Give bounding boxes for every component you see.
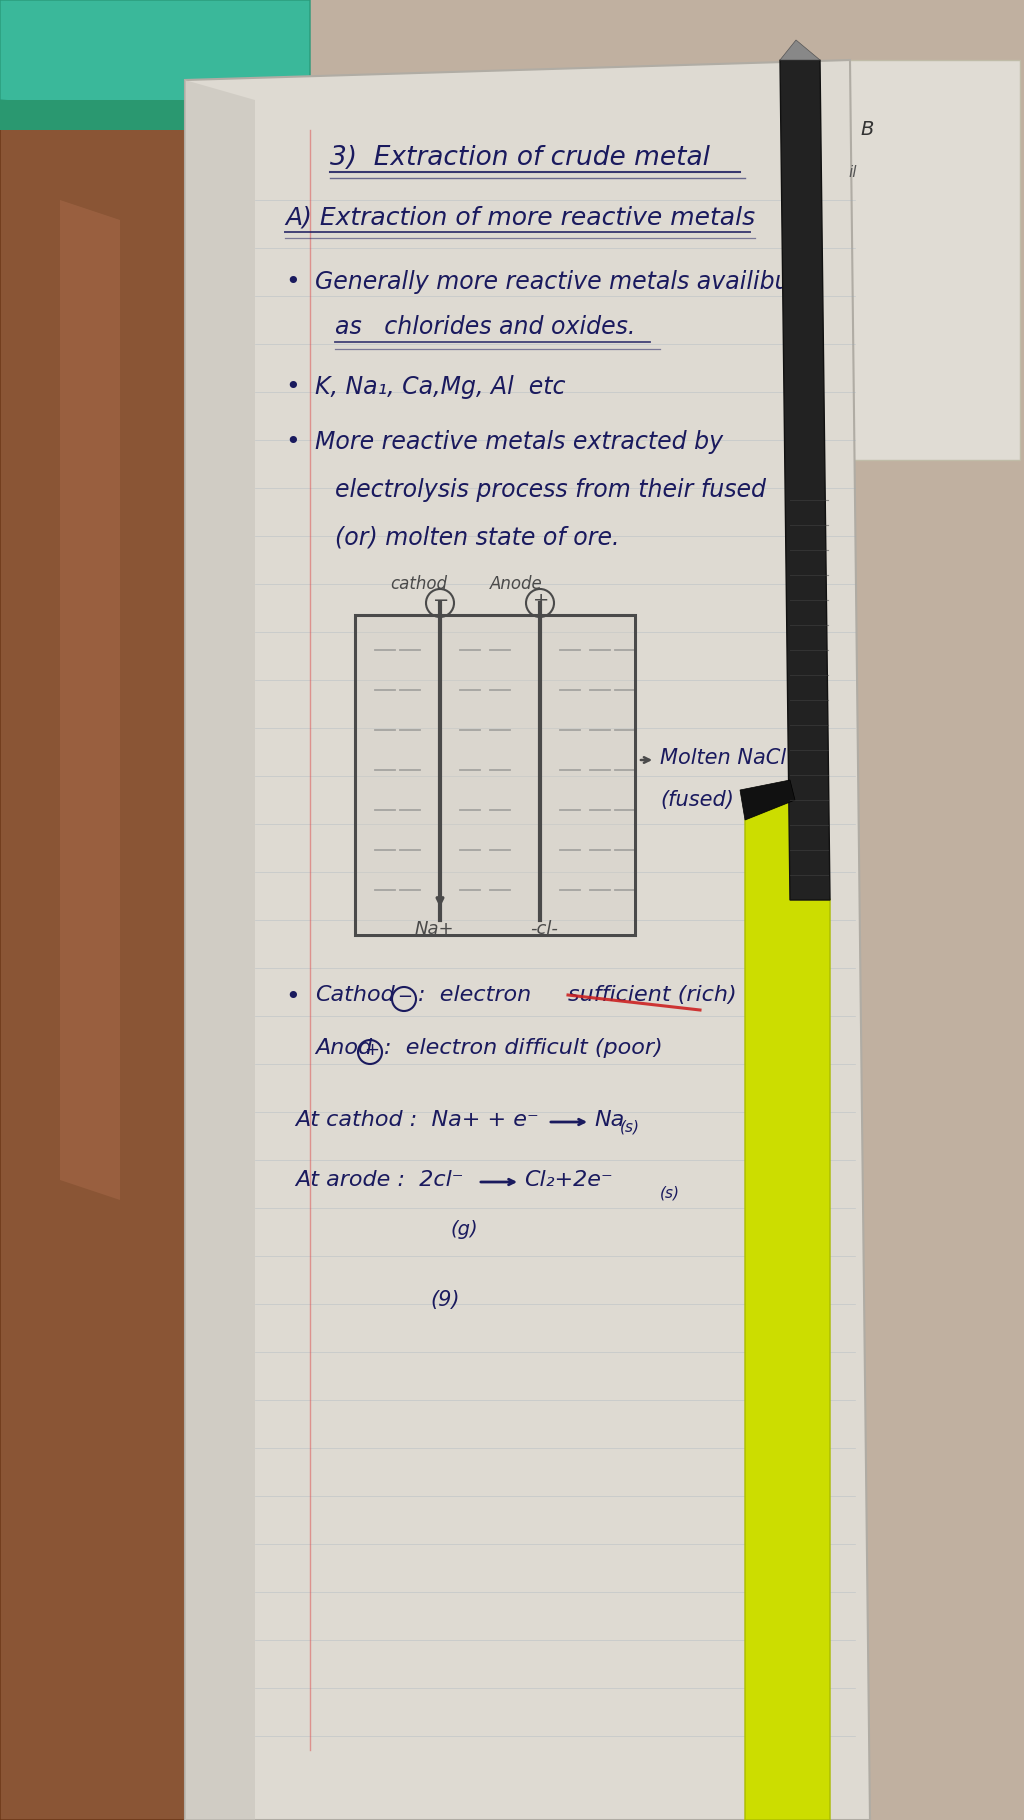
- Text: Cl₂+2e⁻: Cl₂+2e⁻: [524, 1170, 612, 1190]
- Text: At arode :  2cl⁻: At arode : 2cl⁻: [295, 1170, 464, 1190]
- Text: •: •: [285, 430, 300, 453]
- Text: Anode: Anode: [490, 575, 543, 593]
- Text: (s): (s): [620, 1119, 640, 1136]
- Polygon shape: [0, 80, 200, 1820]
- Text: K, Na₁, Ca,Mg, Al  etc: K, Na₁, Ca,Mg, Al etc: [315, 375, 565, 399]
- Text: B: B: [860, 120, 873, 138]
- Text: 3)  Extraction of crude metal: 3) Extraction of crude metal: [330, 146, 710, 171]
- Text: Cathod: Cathod: [315, 985, 394, 1005]
- Text: Na+: Na+: [415, 919, 455, 937]
- Text: il: il: [848, 166, 856, 180]
- Text: •: •: [285, 269, 300, 295]
- Polygon shape: [780, 40, 820, 60]
- Text: -cl-: -cl-: [530, 919, 558, 937]
- Text: (9): (9): [430, 1290, 460, 1310]
- Text: (fused): (fused): [660, 790, 734, 810]
- Text: •: •: [285, 375, 300, 399]
- Text: More reactive metals extracted by: More reactive metals extracted by: [315, 430, 723, 453]
- Text: electrolysis process from their fused: electrolysis process from their fused: [335, 479, 766, 502]
- Text: (g): (g): [450, 1219, 477, 1239]
- Bar: [0, 100, 310, 129]
- Text: as   chlorides and oxides.: as chlorides and oxides.: [335, 315, 635, 339]
- Text: sufficient (rich): sufficient (rich): [568, 985, 736, 1005]
- Text: Molten NaCl: Molten NaCl: [660, 748, 786, 768]
- Bar: [355, 615, 635, 935]
- Polygon shape: [780, 60, 830, 901]
- Text: :  electron: : electron: [418, 985, 539, 1005]
- Text: At cathod :  Na+ + e⁻: At cathod : Na+ + e⁻: [295, 1110, 546, 1130]
- Text: (s): (s): [660, 1185, 680, 1199]
- Text: :  electron difficult (poor): : electron difficult (poor): [384, 1037, 663, 1057]
- Polygon shape: [60, 200, 120, 1199]
- Polygon shape: [185, 60, 870, 1820]
- Text: +: +: [534, 592, 549, 610]
- Text: −: −: [433, 592, 450, 610]
- Text: Na: Na: [594, 1110, 625, 1130]
- Bar: [840, 60, 1020, 460]
- Polygon shape: [0, 0, 310, 129]
- Text: Anod: Anod: [315, 1037, 372, 1057]
- Text: •: •: [285, 985, 300, 1008]
- Text: A) Extraction of more reactive metals: A) Extraction of more reactive metals: [285, 206, 755, 229]
- Text: −: −: [397, 988, 412, 1006]
- Bar: [357, 617, 633, 934]
- Polygon shape: [745, 801, 830, 1820]
- Text: +: +: [364, 1041, 379, 1059]
- Text: (or) molten state of ore.: (or) molten state of ore.: [335, 524, 620, 550]
- Text: cathod: cathod: [390, 575, 447, 593]
- Text: Generally more reactive metals availibu: Generally more reactive metals availibu: [315, 269, 790, 295]
- Polygon shape: [740, 781, 795, 821]
- Polygon shape: [185, 80, 255, 1820]
